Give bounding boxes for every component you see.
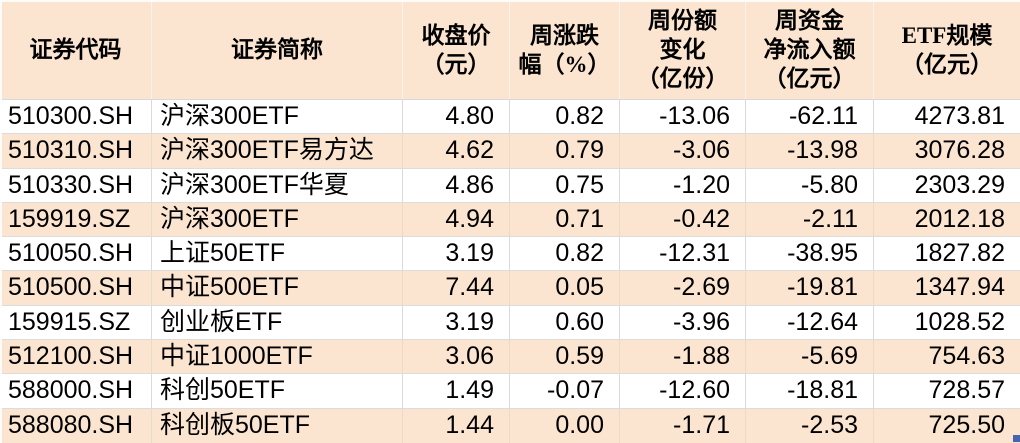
- cell-weekly-change-pct: 0.82: [510, 237, 620, 271]
- cell-weekly-net-inflow: -12.64: [746, 305, 874, 340]
- cell-etf-scale: 3076.28: [914, 136, 1005, 165]
- cell-name: 中证500ETF: [152, 271, 403, 305]
- table-row: 510330.SH 沪深300ETF华夏 4.86 0.75 -1.20 -5.80 230…: [0, 168, 1020, 203]
- table-row: 588000.SH 科创50ETF 1.49 -0.07 -12.60 -18.81 728…: [0, 374, 1020, 409]
- cell-etf-scale: 728.57: [928, 376, 1005, 405]
- cell-close-price: 3.19: [403, 237, 510, 271]
- cell-weekly-net-inflow: -38.95: [746, 237, 874, 271]
- cell-weekly-change-pct: 0.79: [510, 134, 620, 168]
- cell-weekly-net-inflow: -18.81: [746, 374, 874, 408]
- cell-etf-scale: 754.63: [928, 342, 1005, 371]
- cell-close-price: 4.62: [403, 134, 510, 168]
- cell-weekly-change-pct: 0.71: [510, 202, 620, 237]
- cell-etf-scale: 2303.29: [914, 170, 1005, 199]
- col-header-weekly-share-change: 周份额 变化 （亿份）: [620, 0, 746, 99]
- cell-name: 沪深300ETF华夏: [152, 168, 403, 202]
- cell-weekly-net-inflow: -2.53: [746, 408, 874, 443]
- col-header-weekly-net-inflow: 周资金 净流入额 （亿元）: [746, 0, 874, 99]
- cell-name: 科创50ETF: [152, 374, 403, 408]
- cell-close-price: 4.94: [403, 202, 510, 237]
- cell-etf-scale: 1028.52: [914, 307, 1005, 336]
- col-header-name: 证券简称: [152, 0, 403, 99]
- cell-weekly-change-pct: 0.00: [510, 408, 620, 443]
- cell-weekly-share-change: -1.88: [620, 340, 746, 374]
- cell-code: 588080.SH: [0, 408, 152, 443]
- cell-name: 科创板50ETF: [152, 408, 403, 443]
- cell-close-price: 3.06: [403, 340, 510, 374]
- col-header-etf-scale: ETF规模 （亿元）: [901, 22, 993, 77]
- cell-weekly-share-change: -12.31: [620, 237, 746, 271]
- cell-weekly-net-inflow: -62.11: [746, 100, 874, 134]
- col-header-close-price: 收盘价 （元）: [403, 0, 510, 99]
- fill-handle[interactable]: [1013, 435, 1020, 442]
- cell-etf-scale: 4273.81: [914, 102, 1005, 130]
- table-row: 512100.SH 中证1000ETF 3.06 0.59 -1.88 -5.69 754.…: [0, 340, 1020, 375]
- col-header-code: 证券代码: [0, 0, 152, 99]
- table-row: 510050.SH 上证50ETF 3.19 0.82 -12.31 -38.95 1827…: [0, 237, 1020, 272]
- cell-code: 510310.SH: [0, 134, 152, 168]
- cell-weekly-share-change: -1.71: [620, 408, 746, 443]
- cell-etf-scale: 2012.18: [914, 204, 1005, 233]
- cell-close-price: 4.86: [403, 168, 510, 202]
- cell-weekly-net-inflow: -5.80: [746, 168, 874, 202]
- cell-weekly-share-change: -2.69: [620, 271, 746, 305]
- cell-weekly-change-pct: 0.75: [510, 168, 620, 202]
- cell-name: 中证1000ETF: [152, 340, 403, 374]
- cell-weekly-share-change: -12.60: [620, 374, 746, 408]
- cell-etf-scale: 1347.94: [914, 273, 1005, 302]
- cell-name: 沪深300ETF: [152, 202, 403, 237]
- cell-weekly-change-pct: 0.60: [510, 305, 620, 340]
- table-row: 159915.SZ 创业板ETF 3.19 0.60 -3.96 -12.64 1028.5…: [0, 305, 1020, 341]
- cell-weekly-share-change: -13.06: [620, 100, 746, 134]
- table-row: 159919.SZ 沪深300ETF 4.94 0.71 -0.42 -2.11 2012.…: [0, 202, 1020, 238]
- cell-code: 510500.SH: [0, 271, 152, 305]
- cell-code: 159915.SZ: [0, 305, 152, 340]
- table-row: 588080.SH 科创板50ETF 1.44 0.00 -1.71 -2.53 725.5…: [0, 408, 1020, 443]
- table-row: 510310.SH 沪深300ETF易方达 4.62 0.79 -3.06 -13.98 3…: [0, 134, 1020, 169]
- cell-weekly-share-change: -1.20: [620, 168, 746, 202]
- cell-close-price: 7.44: [403, 271, 510, 305]
- cell-weekly-net-inflow: -13.98: [746, 134, 874, 168]
- cell-name: 沪深300ETF易方达: [152, 134, 403, 168]
- cell-name: 沪深300ETF: [152, 100, 403, 134]
- table-row: 510500.SH 中证500ETF 7.44 0.05 -2.69 -19.81 1347…: [0, 271, 1020, 306]
- cell-code: 512100.SH: [0, 340, 152, 374]
- cell-etf-scale: 725.50: [928, 410, 1005, 439]
- cell-weekly-change-pct: 0.05: [510, 271, 620, 305]
- cell-close-price: 3.19: [403, 305, 510, 340]
- cell-name: 上证50ETF: [152, 237, 403, 271]
- cell-weekly-net-inflow: -19.81: [746, 271, 874, 305]
- cell-weekly-share-change: -3.96: [620, 305, 746, 340]
- cell-code: 588000.SH: [0, 374, 152, 408]
- cell-close-price: 4.80: [403, 100, 510, 134]
- cell-weekly-change-pct: 0.82: [510, 100, 620, 134]
- cell-name: 创业板ETF: [152, 305, 403, 340]
- cell-weekly-net-inflow: -5.69: [746, 340, 874, 374]
- cell-etf-scale: 1827.82: [914, 239, 1005, 268]
- cell-code: 510050.SH: [0, 237, 152, 271]
- table-row: 510300.SH 沪深300ETF 4.80 0.82 -13.06 -62.11 427…: [0, 100, 1020, 135]
- cell-close-price: 1.49: [403, 374, 510, 408]
- cell-code: 510330.SH: [0, 168, 152, 202]
- cell-code: 510300.SH: [0, 100, 152, 134]
- table-body: 510300.SH 沪深300ETF 4.80 0.82 -13.06 -62.11 427…: [0, 100, 1020, 443]
- col-header-weekly-change-pct: 周涨跌 幅（%）: [510, 0, 620, 99]
- header-row: 证券代码 证券简称 收盘价 （元） 周涨跌 幅（%） 周份额 变化 （亿份） 周…: [0, 0, 1020, 100]
- cell-weekly-change-pct: 0.59: [510, 340, 620, 374]
- cell-weekly-net-inflow: -2.11: [746, 202, 874, 237]
- cell-code: 159919.SZ: [0, 202, 152, 237]
- cell-weekly-change-pct: -0.07: [510, 374, 620, 408]
- cell-close-price: 1.44: [403, 408, 510, 443]
- cell-weekly-share-change: -3.06: [620, 134, 746, 168]
- cell-weekly-share-change: -0.42: [620, 202, 746, 237]
